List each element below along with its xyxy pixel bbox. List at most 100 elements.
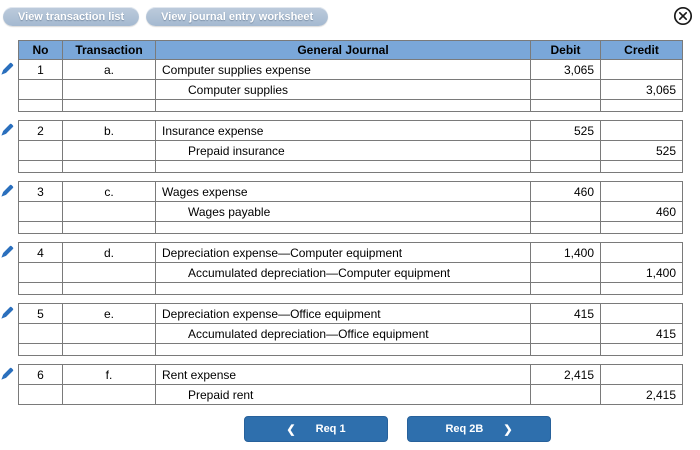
empty-debit-cell bbox=[530, 140, 601, 161]
debit-amount: 3,065 bbox=[530, 59, 601, 80]
edit-pencil-icon[interactable] bbox=[0, 367, 14, 381]
debit-account: Depreciation expense—Computer equipment bbox=[155, 242, 531, 263]
journal-entry-block: 4 d. Depreciation expense—Computer equip… bbox=[1, 242, 683, 295]
debit-row: 6 f. Rent expense 2,415 bbox=[18, 364, 683, 385]
entry-transaction: d. bbox=[62, 242, 156, 263]
debit-row: 5 e. Depreciation expense—Office equipme… bbox=[18, 303, 683, 324]
empty-no-cell bbox=[18, 201, 63, 222]
req-1-button[interactable]: ❮ Req 1 bbox=[244, 416, 388, 442]
empty-debit-cell bbox=[530, 201, 601, 222]
entry-transaction: e. bbox=[62, 303, 156, 324]
edit-pencil-icon[interactable] bbox=[0, 245, 14, 259]
empty-no-cell bbox=[18, 262, 63, 283]
credit-amount: 1,400 bbox=[600, 262, 683, 283]
empty-no-cell bbox=[18, 79, 63, 100]
empty-transaction-cell bbox=[62, 201, 156, 222]
chevron-left-icon: ❮ bbox=[286, 423, 296, 436]
empty-debit-cell bbox=[530, 79, 601, 100]
credit-account: Wages payable bbox=[155, 201, 531, 222]
empty-transaction-cell bbox=[62, 323, 156, 344]
edit-pencil-icon[interactable] bbox=[0, 184, 14, 198]
header-credit: Credit bbox=[600, 40, 683, 60]
entry-grid: 4 d. Depreciation expense—Computer equip… bbox=[18, 242, 683, 295]
blank-row bbox=[18, 160, 683, 173]
debit-amount: 525 bbox=[530, 120, 601, 141]
debit-row: 3 c. Wages expense 460 bbox=[18, 181, 683, 202]
empty-no-cell bbox=[18, 323, 63, 344]
credit-row: Computer supplies 3,065 bbox=[18, 79, 683, 100]
req-2b-button[interactable]: Req 2B ❯ bbox=[407, 416, 551, 442]
entry-transaction: c. bbox=[62, 181, 156, 202]
top-toolbar: View transaction list View journal entry… bbox=[3, 7, 329, 26]
empty-credit-cell bbox=[600, 303, 683, 324]
credit-account: Prepaid insurance bbox=[155, 140, 531, 161]
entry-transaction: a. bbox=[62, 59, 156, 80]
debit-amount: 460 bbox=[530, 181, 601, 202]
debit-account: Rent expense bbox=[155, 364, 531, 385]
credit-amount: 460 bbox=[600, 201, 683, 222]
empty-no-cell bbox=[18, 384, 63, 405]
blank-row bbox=[18, 343, 683, 356]
empty-transaction-cell bbox=[62, 79, 156, 100]
debit-account: Insurance expense bbox=[155, 120, 531, 141]
blank-row bbox=[18, 221, 683, 234]
empty-credit-cell bbox=[600, 120, 683, 141]
credit-account: Accumulated depreciation—Computer equipm… bbox=[155, 262, 531, 283]
header-general-journal: General Journal bbox=[155, 40, 531, 60]
chevron-right-icon: ❯ bbox=[503, 423, 513, 436]
debit-amount: 2,415 bbox=[530, 364, 601, 385]
empty-credit-cell bbox=[600, 364, 683, 385]
entry-no: 3 bbox=[18, 181, 63, 202]
debit-amount: 415 bbox=[530, 303, 601, 324]
view-transaction-list-button[interactable]: View transaction list bbox=[3, 7, 140, 26]
journal-entry-block: 2 b. Insurance expense 525 Prepaid insur… bbox=[1, 120, 683, 173]
credit-amount: 415 bbox=[600, 323, 683, 344]
blank-row bbox=[18, 282, 683, 295]
edit-pencil-icon[interactable] bbox=[0, 306, 14, 320]
credit-amount: 3,065 bbox=[600, 79, 683, 100]
entry-transaction: f. bbox=[62, 364, 156, 385]
empty-credit-cell bbox=[600, 242, 683, 263]
credit-account: Computer supplies bbox=[155, 79, 531, 100]
debit-row: 1 a. Computer supplies expense 3,065 bbox=[18, 59, 683, 80]
journal-entries: 1 a. Computer supplies expense 3,065 Com… bbox=[1, 59, 683, 405]
empty-debit-cell bbox=[530, 384, 601, 405]
credit-row: Accumulated depreciation—Office equipmen… bbox=[18, 323, 683, 344]
entry-grid: 1 a. Computer supplies expense 3,065 Com… bbox=[18, 59, 683, 112]
empty-debit-cell bbox=[530, 323, 601, 344]
journal-header: No Transaction General Journal Debit Cre… bbox=[18, 40, 683, 60]
entry-no: 4 bbox=[18, 242, 63, 263]
header-no: No bbox=[18, 40, 63, 60]
empty-debit-cell bbox=[530, 262, 601, 283]
credit-amount: 525 bbox=[600, 140, 683, 161]
credit-amount: 2,415 bbox=[600, 384, 683, 405]
entry-grid: 3 c. Wages expense 460 Wages payable 460 bbox=[18, 181, 683, 234]
debit-account: Computer supplies expense bbox=[155, 59, 531, 80]
edit-pencil-icon[interactable] bbox=[0, 123, 14, 137]
close-icon[interactable] bbox=[672, 5, 694, 27]
entry-no: 6 bbox=[18, 364, 63, 385]
entry-no: 2 bbox=[18, 120, 63, 141]
empty-transaction-cell bbox=[62, 140, 156, 161]
empty-credit-cell bbox=[600, 181, 683, 202]
journal-entry-block: 5 e. Depreciation expense—Office equipme… bbox=[1, 303, 683, 356]
entry-grid: 6 f. Rent expense 2,415 Prepaid rent 2,4… bbox=[18, 364, 683, 405]
debit-account: Wages expense bbox=[155, 181, 531, 202]
edit-pencil-icon[interactable] bbox=[0, 62, 14, 76]
entry-transaction: b. bbox=[62, 120, 156, 141]
debit-account: Depreciation expense—Office equipment bbox=[155, 303, 531, 324]
journal-entry-table: No Transaction General Journal Debit Cre… bbox=[1, 40, 683, 405]
entry-no: 5 bbox=[18, 303, 63, 324]
entry-grid: 2 b. Insurance expense 525 Prepaid insur… bbox=[18, 120, 683, 173]
empty-transaction-cell bbox=[62, 384, 156, 405]
req-2b-label: Req 2B bbox=[445, 423, 484, 435]
view-journal-entry-worksheet-button[interactable]: View journal entry worksheet bbox=[146, 7, 329, 26]
header-debit: Debit bbox=[530, 40, 601, 60]
debit-row: 2 b. Insurance expense 525 bbox=[18, 120, 683, 141]
journal-entry-block: 1 a. Computer supplies expense 3,065 Com… bbox=[1, 59, 683, 112]
journal-entry-block: 6 f. Rent expense 2,415 Prepaid rent 2,4… bbox=[1, 364, 683, 405]
journal-entry-block: 3 c. Wages expense 460 Wages payable 460 bbox=[1, 181, 683, 234]
credit-account: Prepaid rent bbox=[155, 384, 531, 405]
credit-row: Prepaid rent 2,415 bbox=[18, 384, 683, 405]
req-1-label: Req 1 bbox=[315, 423, 346, 435]
